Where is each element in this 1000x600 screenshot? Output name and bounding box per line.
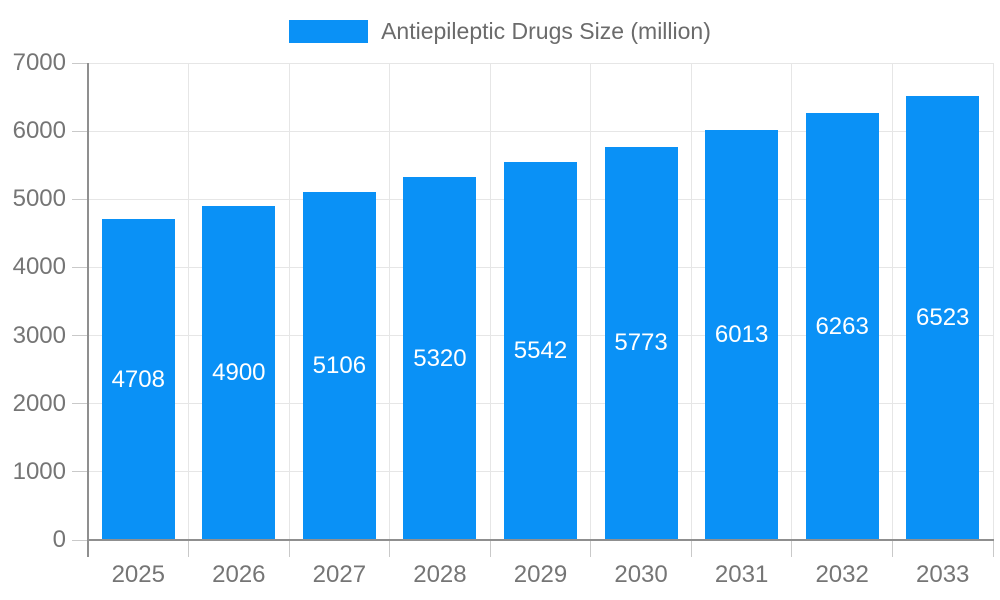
y-axis-label: 0 — [52, 526, 66, 553]
y-axis-label: 1000 — [12, 457, 66, 485]
x-tick — [489, 540, 491, 557]
x-tick — [891, 540, 893, 557]
y-tick — [72, 471, 88, 473]
y-axis-label: 6000 — [12, 117, 66, 145]
bar[interactable] — [906, 95, 980, 540]
x-tick — [791, 540, 793, 557]
v-gridline — [389, 63, 391, 540]
y-tick — [72, 62, 88, 64]
x-tick — [389, 540, 391, 557]
x-axis-label: 2031 — [714, 561, 769, 588]
y-axis-label: 5000 — [12, 185, 66, 213]
v-gridline — [992, 63, 994, 540]
y-tick — [72, 539, 88, 541]
bar-value-label: 5542 — [513, 337, 568, 365]
x-axis-label: 2029 — [513, 561, 568, 588]
x-axis-label: 2026 — [212, 561, 266, 588]
x-tick — [188, 540, 190, 557]
y-tick — [72, 335, 88, 337]
bar[interactable] — [705, 130, 779, 540]
y-tick — [72, 198, 88, 200]
y-axis-label: 2000 — [12, 389, 66, 417]
x-axis-label: 2033 — [916, 561, 970, 588]
bar-value-label: 6263 — [815, 312, 869, 340]
v-gridline — [188, 63, 190, 540]
v-gridline — [489, 63, 491, 540]
bar[interactable] — [504, 162, 577, 540]
x-axis-label: 2027 — [312, 561, 367, 588]
x-tick — [288, 540, 290, 557]
h-gridline — [88, 130, 993, 132]
x-tick — [690, 540, 692, 557]
bar[interactable] — [403, 177, 477, 540]
y-axis-label: 3000 — [12, 321, 66, 349]
bar[interactable] — [101, 219, 175, 540]
x-axis-label: 2030 — [614, 561, 668, 588]
v-gridline — [288, 63, 290, 540]
legend-swatch — [289, 20, 369, 43]
bar-value-label: 6013 — [714, 321, 769, 349]
h-gridline — [88, 62, 993, 64]
bar-value-label: 5106 — [312, 352, 367, 380]
bar-value-label: 5773 — [614, 329, 668, 357]
x-axis-line — [87, 539, 994, 541]
v-gridline — [690, 63, 692, 540]
v-gridline — [791, 63, 793, 540]
y-tick — [72, 130, 88, 132]
bar[interactable] — [805, 113, 879, 540]
bar-value-label: 5320 — [413, 344, 467, 372]
bar[interactable] — [604, 146, 678, 540]
bar-value-label: 4900 — [212, 359, 266, 387]
v-gridline — [590, 63, 592, 540]
x-axis-label: 2028 — [413, 561, 467, 588]
x-tick — [590, 540, 592, 557]
x-axis-label: 2032 — [815, 561, 869, 588]
bar-value-label: 4708 — [111, 365, 165, 393]
legend-label: Antiepileptic Drugs Size (million) — [381, 18, 711, 44]
x-tick — [992, 540, 994, 557]
y-axis-label: 7000 — [12, 49, 66, 76]
legend: Antiepileptic Drugs Size (million) — [0, 19, 1000, 44]
bar[interactable] — [302, 192, 376, 540]
y-tick — [72, 403, 88, 405]
v-gridline — [891, 63, 893, 540]
y-axis-line — [87, 63, 89, 557]
x-axis-label: 2025 — [111, 561, 165, 588]
bar[interactable] — [202, 206, 276, 540]
y-tick — [72, 266, 88, 268]
legend-item[interactable]: Antiepileptic Drugs Size (million) — [289, 19, 711, 44]
bar-value-label: 6523 — [916, 303, 970, 331]
y-axis-label: 4000 — [12, 253, 66, 281]
